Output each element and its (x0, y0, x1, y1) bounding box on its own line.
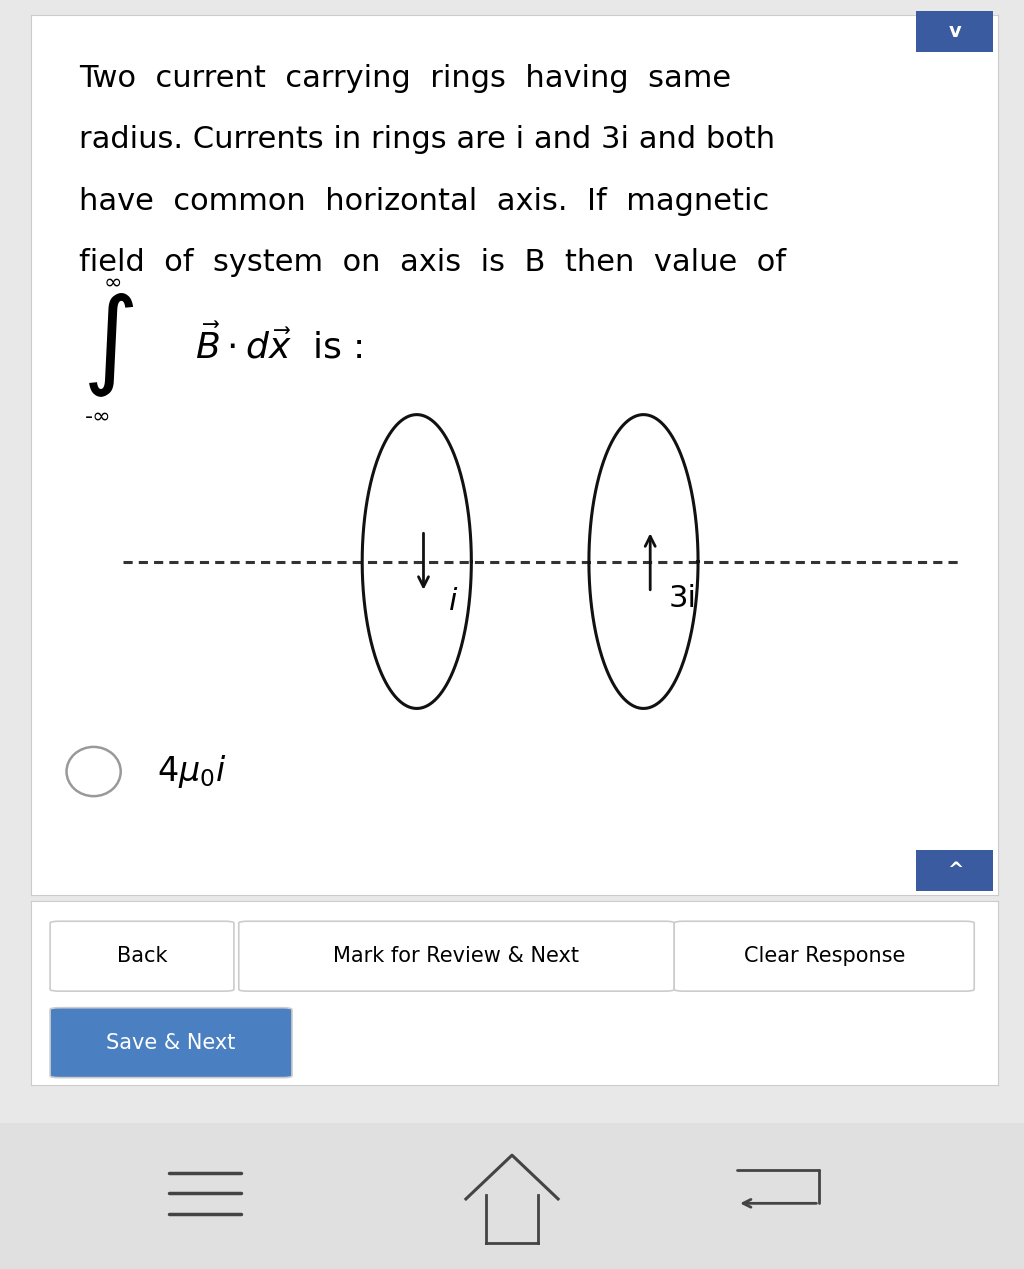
Text: Clear Response: Clear Response (743, 947, 905, 966)
Text: field  of  system  on  axis  is  B  then  value  of: field of system on axis is B then value … (79, 249, 786, 277)
Text: -∞: -∞ (85, 406, 112, 426)
Text: 3i: 3i (669, 584, 696, 613)
Text: Save & Next: Save & Next (106, 1033, 236, 1053)
Text: have  common  horizontal  axis.  If  magnetic: have common horizontal axis. If magnetic (79, 187, 769, 216)
FancyBboxPatch shape (50, 921, 233, 991)
Text: i: i (449, 586, 457, 615)
Text: $\int$: $\int$ (82, 291, 134, 398)
Text: v: v (948, 23, 962, 41)
Text: $4\mu_0 i$: $4\mu_0 i$ (157, 753, 226, 791)
Text: Two  current  carrying  rings  having  same: Two current carrying rings having same (79, 63, 731, 93)
Text: Mark for Review & Next: Mark for Review & Next (334, 947, 580, 966)
Text: $\vec{B}\cdot d\vec{x}$  is :: $\vec{B}\cdot d\vec{x}$ is : (196, 324, 364, 365)
FancyBboxPatch shape (50, 1008, 292, 1077)
FancyBboxPatch shape (239, 921, 674, 991)
Text: ∞: ∞ (103, 273, 122, 292)
FancyBboxPatch shape (674, 921, 974, 991)
Text: Back: Back (117, 947, 167, 966)
Text: ^: ^ (947, 862, 963, 879)
Text: radius. Currents in rings are i and 3i and both: radius. Currents in rings are i and 3i a… (79, 126, 775, 154)
